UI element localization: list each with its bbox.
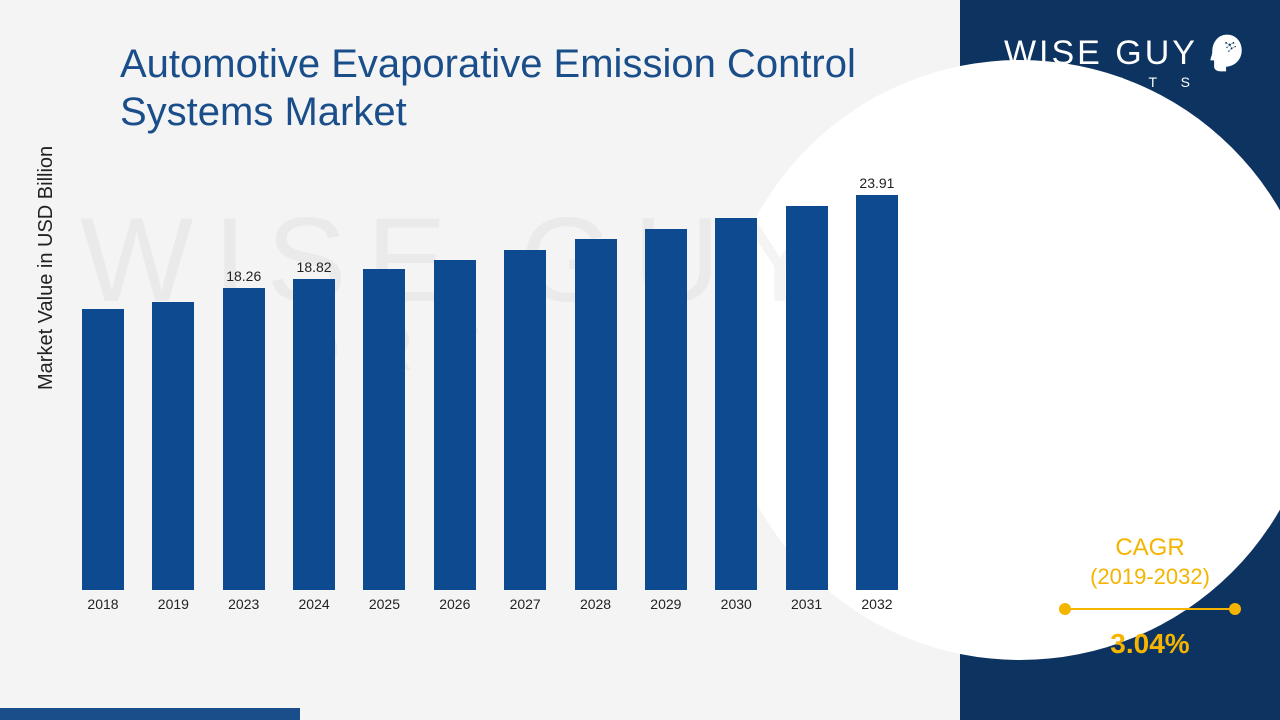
cagr-period: (2019-2032) — [1050, 564, 1250, 590]
x-axis-label: 2018 — [75, 596, 131, 620]
bar — [152, 302, 194, 590]
bar — [715, 218, 757, 590]
x-axis-label: 2024 — [286, 596, 342, 620]
bar — [434, 260, 476, 590]
brand-logo: WISE GUY R E P O R T S — [980, 30, 1250, 90]
bar-group — [638, 229, 694, 590]
bar-value-label: 18.26 — [226, 268, 261, 284]
cagr-divider — [1065, 608, 1235, 610]
y-axis-label: Market Value in USD Billion — [35, 146, 58, 390]
x-axis-label: 2032 — [849, 596, 905, 620]
bar-value-label: 18.82 — [297, 259, 332, 275]
bar-group: 23.91 — [849, 195, 905, 590]
bar — [856, 195, 898, 590]
bar — [223, 288, 265, 590]
x-axis-label: 2023 — [216, 596, 272, 620]
bar-group — [356, 269, 412, 590]
bar-group: 18.82 — [286, 279, 342, 590]
bar — [363, 269, 405, 590]
bars-container: 18.2618.8223.91 — [75, 160, 905, 590]
bar-group — [497, 250, 553, 590]
bar-group — [75, 309, 131, 590]
head-icon — [1204, 30, 1250, 76]
logo-main-row: WISE GUY — [980, 30, 1250, 76]
bar — [504, 250, 546, 590]
bar — [293, 279, 335, 590]
bar — [786, 206, 828, 590]
bar-group — [427, 260, 483, 590]
x-axis-label: 2019 — [145, 596, 201, 620]
x-axis-label: 2030 — [708, 596, 764, 620]
x-axis-label: 2029 — [638, 596, 694, 620]
bar-group — [568, 239, 624, 590]
cagr-block: CAGR (2019-2032) 3.04% — [1050, 534, 1250, 660]
x-labels-container: 2018 2019 2023 2024 2025 2026 2027 2028 2029 2030… — [75, 596, 905, 620]
cagr-label: CAGR — [1050, 534, 1250, 562]
bar-group — [708, 218, 764, 590]
bar — [575, 239, 617, 590]
bar-group — [145, 302, 201, 590]
x-axis-label: 2026 — [427, 596, 483, 620]
logo-text-sub: R E P O R T S — [980, 74, 1200, 90]
x-axis-label: 2027 — [497, 596, 553, 620]
bar-chart: 18.2618.8223.91 201820192023202420252026… — [75, 160, 905, 620]
bar-group — [779, 206, 835, 590]
x-axis-label: 2031 — [779, 596, 835, 620]
bar — [82, 309, 124, 590]
bar-group: 18.26 — [216, 288, 272, 590]
logo-text-main: WISE GUY — [1004, 34, 1198, 73]
bar-value-label: 23.91 — [859, 175, 894, 191]
x-axis-label: 2025 — [356, 596, 412, 620]
bar — [645, 229, 687, 590]
cagr-value: 3.04% — [1050, 628, 1250, 660]
chart-title: Automotive Evaporative Emission Control … — [120, 40, 860, 136]
bottom-accent-bar — [0, 708, 300, 720]
x-axis-label: 2028 — [568, 596, 624, 620]
